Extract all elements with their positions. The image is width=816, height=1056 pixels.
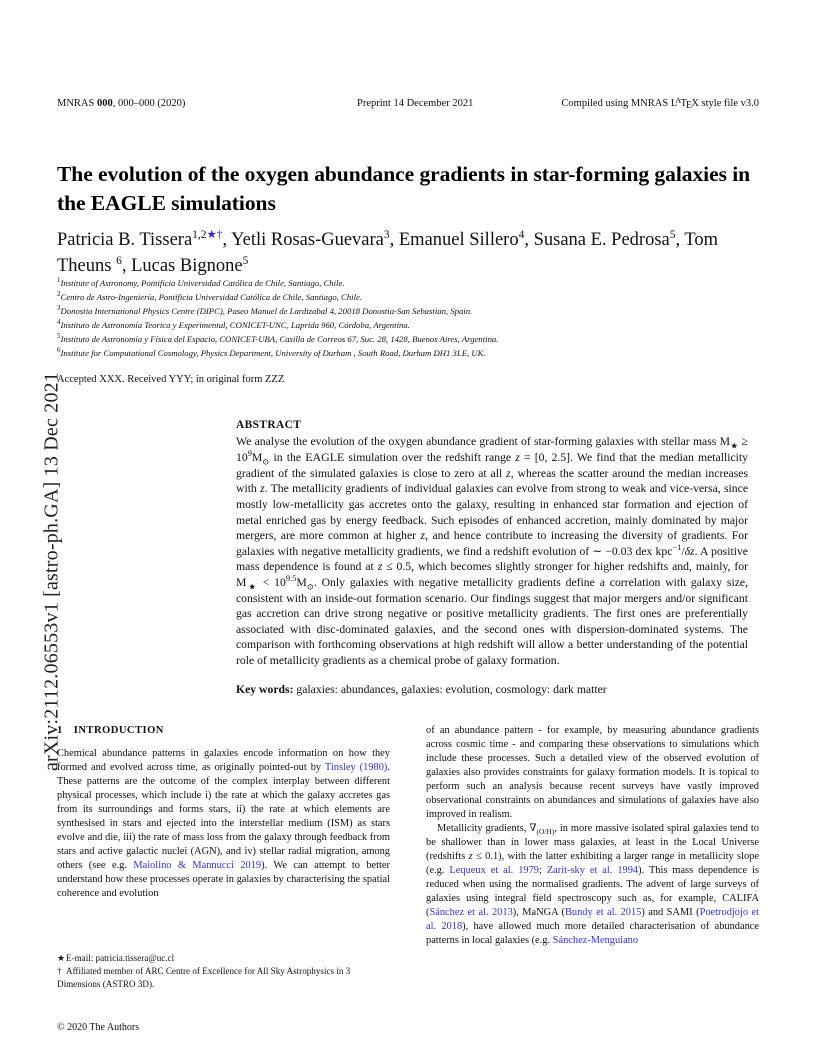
paragraph: of an abundance pattern - for example, b… bbox=[426, 725, 759, 820]
affiliation-list: 1Institute of Astronomy, Pontificia Univ… bbox=[57, 276, 763, 361]
star-subscript: ★ bbox=[730, 440, 739, 451]
footnote-rule bbox=[57, 944, 175, 945]
running-head-left: MNRAS 000, 000–000 (2020) bbox=[57, 98, 186, 109]
author-entry: Yetli Rosas-Guevara3, bbox=[231, 228, 395, 250]
affiliation-item: 4Instituto de Astronomía Teorica y Exper… bbox=[57, 318, 410, 331]
author-entry: Lucas Bignone5 bbox=[131, 254, 249, 276]
column-left: 1 INTRODUCTION Chemical abundance pattern… bbox=[57, 724, 390, 901]
affiliation-item: 2Centro de Astro-Ingeniería, Pontificia … bbox=[57, 290, 363, 303]
author-list: Patricia B. Tissera1,2★†, Yetli Rosas-Gu… bbox=[57, 228, 763, 279]
author-entry: Tom Theuns 6, bbox=[57, 230, 719, 276]
citation-link[interactable]: Lequeux et al. 1979 bbox=[449, 864, 539, 876]
citation-link[interactable]: Tinsley (1980) bbox=[324, 762, 388, 774]
citation-link[interactable]: Sánchez-Menguiano bbox=[552, 934, 639, 946]
affiliation-item: 5Instituto de Astronomía y Física del Es… bbox=[57, 332, 499, 345]
footnote-item: ★E-mail: patricia.tissera@uc.cl bbox=[57, 953, 175, 963]
paragraph: Chemical abundance patterns in galaxies … bbox=[57, 748, 390, 900]
section-heading: 1 INTRODUCTION bbox=[57, 725, 164, 736]
footnote-item: † Affiliated member of ARC Centre of Exce… bbox=[57, 965, 351, 989]
star-subscript: ★ bbox=[246, 581, 258, 592]
affiliation-item: 6Institute for Computational Cosmology, … bbox=[57, 346, 486, 359]
copyright-line: © 2020 The Authors bbox=[57, 1022, 140, 1033]
author-entry: Susana E. Pedrosa5, bbox=[533, 228, 681, 250]
citation-link[interactable]: Sánchez et al. 2013 bbox=[429, 906, 513, 918]
paragraph: Metallicity gradients, ∇(O/H), in more m… bbox=[426, 822, 760, 946]
citation-link[interactable]: Bundy et al. 2015 bbox=[564, 906, 642, 918]
citation-link[interactable]: Zarit-sky et al. 1994 bbox=[546, 864, 639, 876]
running-head-center: Preprint 14 December 2021 bbox=[357, 98, 474, 109]
latex-logo: LATEX bbox=[670, 96, 699, 112]
abstract-block: ABSTRACT We analyse the evolution of the… bbox=[236, 418, 748, 697]
keywords-line: Key words: galaxies: abundances, galaxie… bbox=[236, 682, 607, 696]
affiliation-item: 3Donostia International Physics Centre (… bbox=[57, 304, 473, 317]
citation-link[interactable]: Maiolino & Mannucci 2019 bbox=[133, 860, 262, 872]
author-entry: Emanuel Sillero4, bbox=[398, 228, 529, 250]
running-header: MNRAS 000, 000–000 (2020) Preprint 14 De… bbox=[57, 96, 759, 114]
author-entry: Patricia B. Tissera1,2★†, bbox=[57, 228, 228, 250]
citation-link[interactable]: Poetrodjojo et al. 2018 bbox=[426, 906, 759, 932]
affiliation-item: 1Institute of Astronomy, Pontificia Univ… bbox=[57, 276, 345, 288]
abstract-heading: ABSTRACT bbox=[236, 419, 302, 431]
body-columns: 1 INTRODUCTION Chemical abundance pattern… bbox=[57, 724, 759, 1054]
footnote-block: ★E-mail: patricia.tissera@uc.cl † Affilia… bbox=[57, 952, 390, 991]
page-title: The evolution of the oxygen abundance gr… bbox=[57, 162, 751, 215]
abstract-body: We analyse the evolution of the oxygen a… bbox=[236, 435, 749, 668]
column-right: of an abundance pattern - for example, b… bbox=[426, 724, 759, 948]
submission-dates: Accepted XXX. Received YYY; in original … bbox=[57, 374, 285, 385]
corresponding-author-marks: ★† bbox=[206, 228, 223, 241]
running-head-right: Compiled using MNRAS LATEX style file v3… bbox=[561, 96, 759, 112]
